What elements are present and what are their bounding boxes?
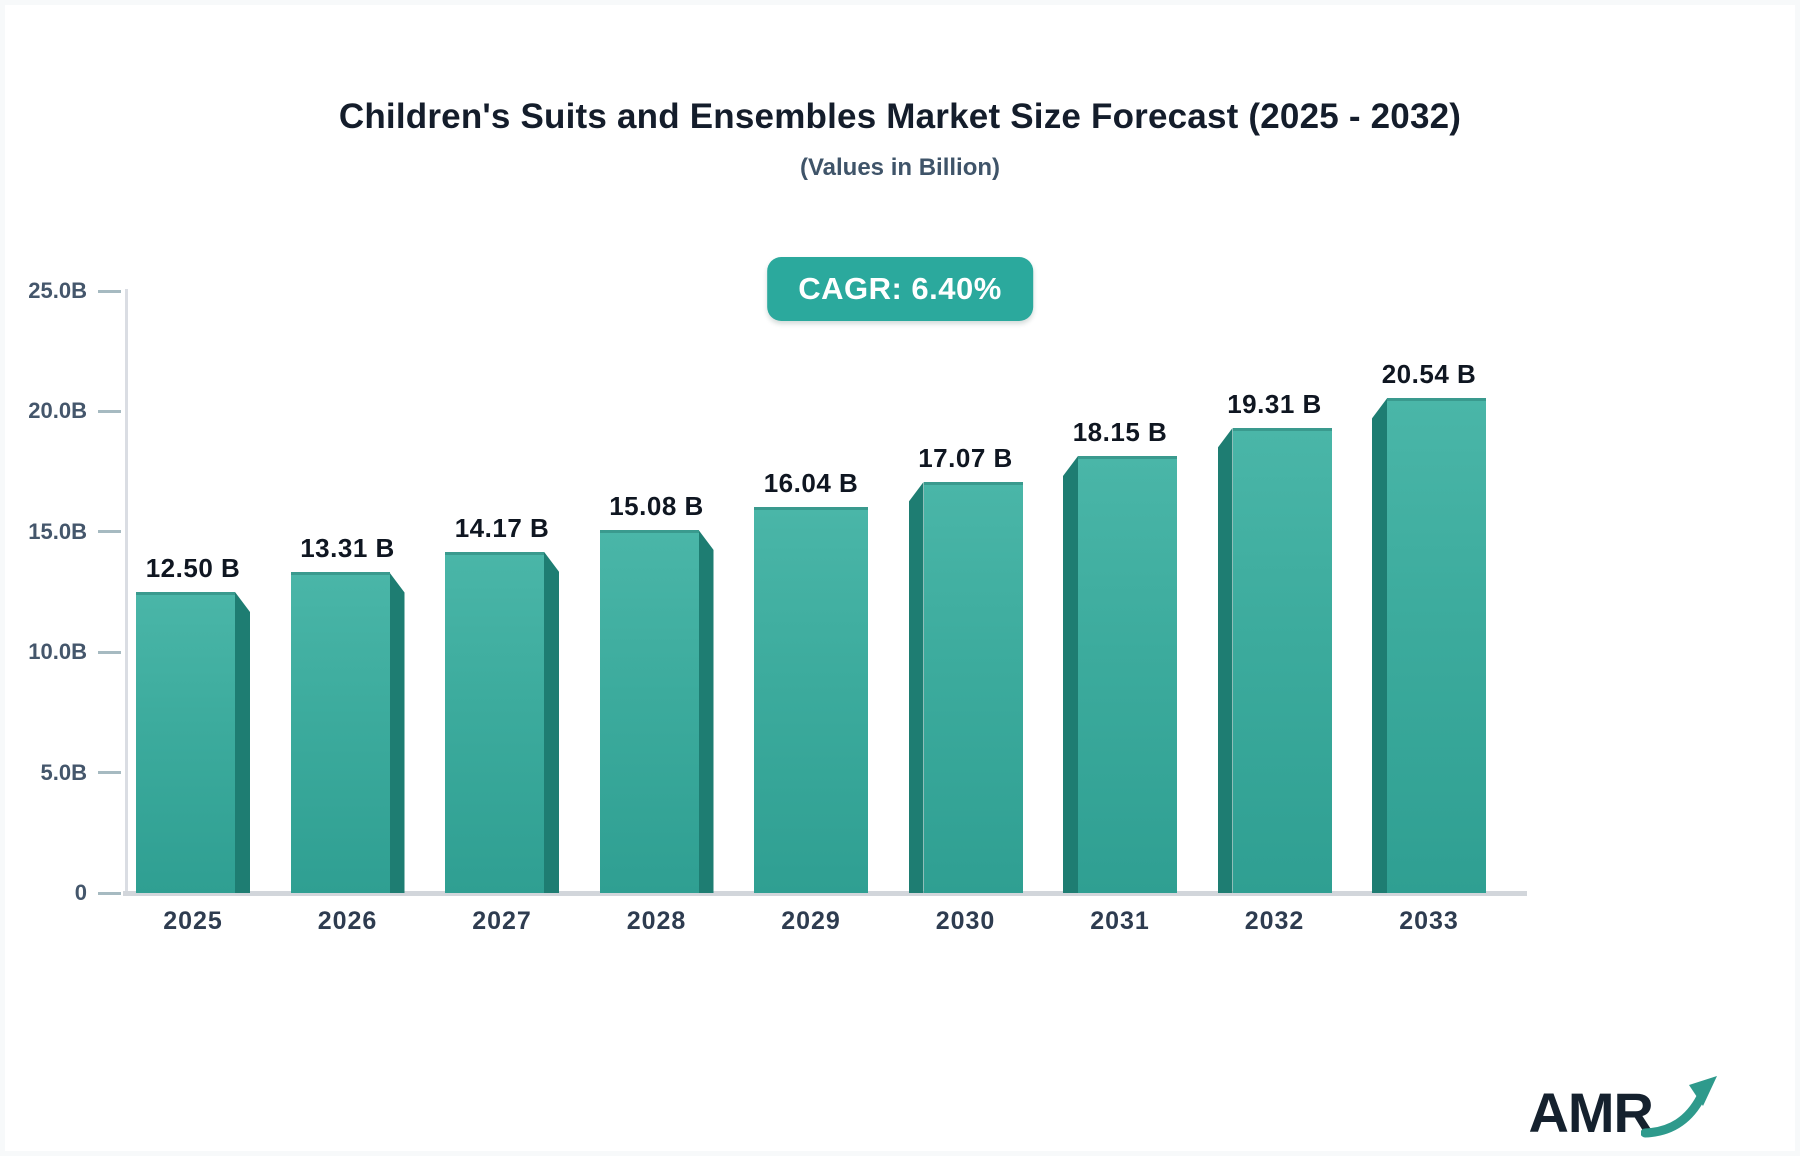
bar-face [599, 529, 699, 893]
x-axis-label-2032: 2032 [1244, 907, 1305, 935]
bar-value-label: 12.50 B [145, 553, 241, 583]
x-axis-label-2027: 2027 [472, 907, 532, 935]
y-tick-label-20.0B: 20.0B [28, 398, 87, 424]
bar-side-3d [1372, 398, 1387, 893]
bar-face [923, 481, 1023, 893]
bar-value-label: 14.17 B [454, 512, 550, 543]
y-tick-label-10.0B: 10.0B [28, 639, 87, 665]
bar-side-3d [389, 572, 405, 893]
bar-value-label: 19.31 B [1227, 389, 1322, 419]
bar-value-label: 15.08 B [609, 490, 704, 521]
chart-subtitle: (Values in Billion) [799, 154, 1001, 181]
bar-value-label: 20.54 B [1381, 359, 1477, 390]
bar-face [754, 506, 868, 893]
bar-side-3d [908, 481, 924, 893]
bar-value-label: 18.15 B [1072, 416, 1168, 447]
y-tick-mark [98, 530, 121, 534]
y-tick-label-0: 0 [74, 880, 87, 905]
bar-side-3d [544, 551, 559, 893]
x-axis-baseline [123, 891, 1527, 896]
bar-side-3d [1217, 428, 1233, 893]
chart-title: Children's Suits and Ensembles Market Si… [338, 97, 1462, 136]
bar-face [445, 551, 544, 893]
bar-2029[interactable]: 16.04 B [754, 468, 868, 893]
bar-2027[interactable]: 14.17 B [445, 513, 559, 893]
amr-logo-text: AMR [1528, 1081, 1654, 1144]
bar-2032[interactable]: 19.31 B [1217, 389, 1332, 893]
bar-face [1387, 398, 1486, 893]
bar-face [1078, 455, 1177, 893]
x-axis-label-2029: 2029 [781, 907, 841, 935]
amr-logo: AMR [1528, 1075, 1719, 1145]
trend-up-arrow-icon [1641, 1075, 1717, 1137]
bar-face [290, 572, 390, 893]
chart-header: Children's Suits and Ensembles Market Si… [5, 97, 1795, 182]
bar-face [136, 592, 235, 893]
y-tick-label-25.0B: 25.0B [28, 278, 87, 303]
x-axis-label-2031: 2031 [1090, 907, 1150, 935]
bar-2030[interactable]: 17.07 B [908, 443, 1023, 893]
bar-2025[interactable]: 12.50 B [136, 553, 250, 893]
x-axis-label-2030: 2030 [935, 907, 996, 935]
bar-2026[interactable]: 13.31 B [290, 533, 405, 893]
bar-side-3d [235, 592, 250, 893]
y-tick-mark [98, 891, 121, 895]
y-tick-label-15.0B: 15.0B [28, 518, 87, 544]
bar-face [1232, 428, 1332, 893]
bar-value-label: 13.31 B [300, 533, 395, 564]
x-axis-label-2025: 2025 [163, 907, 223, 935]
y-tick-mark [98, 771, 121, 775]
bar-2033[interactable]: 20.54 B [1372, 359, 1486, 893]
y-tick-mark [98, 409, 121, 413]
bar-chart-plot-area: 25.0B 20.0B 15.0B 10.0B 5.0B 0 12.50 B 13.31 B… [5, 5, 1795, 1151]
bar-2031[interactable]: 18.15 B [1063, 417, 1177, 893]
bar-value-label: 17.07 B [918, 442, 1013, 473]
y-tick-mark [98, 289, 121, 293]
bar-side-3d [698, 529, 714, 893]
bar-value-label: 16.04 B [763, 467, 859, 498]
y-tick-mark [98, 650, 121, 654]
bar-2028[interactable]: 15.08 B [599, 491, 714, 893]
y-tick-label-5.0B: 5.0B [40, 759, 87, 785]
x-axis-label-2026: 2026 [317, 907, 378, 935]
x-axis-label-2028: 2028 [626, 907, 687, 935]
bar-side-3d [1063, 455, 1078, 893]
x-axis-label-2033: 2033 [1399, 907, 1459, 935]
cagr-badge: CAGR: 6.40% [767, 257, 1033, 321]
y-axis-line [125, 289, 128, 895]
